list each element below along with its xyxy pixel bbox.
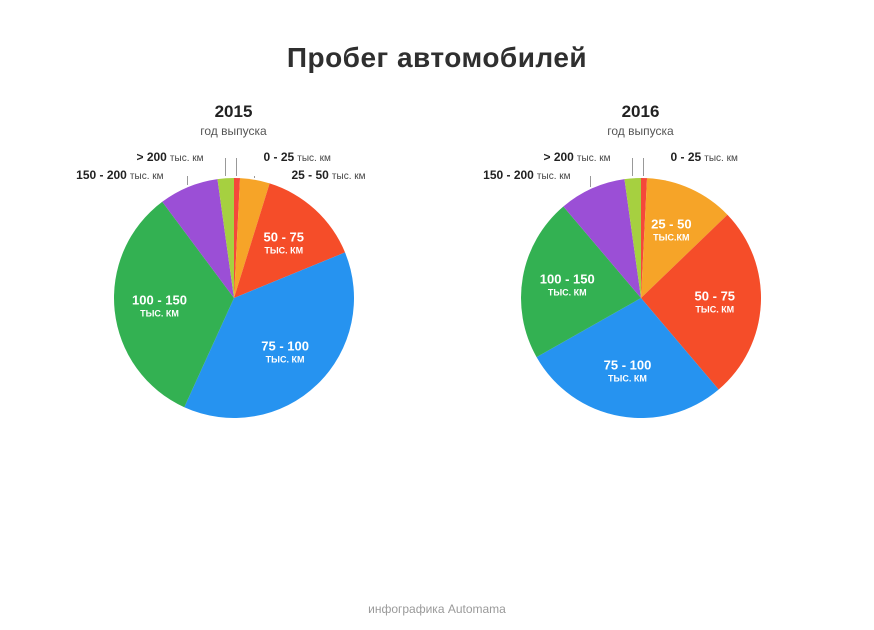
page-title: Пробег автомобилей <box>0 42 874 74</box>
chart-2016: 2016 год выпуска 0 - 25 тыс. км 25 - 50ТЫ… <box>441 102 841 498</box>
callout-line <box>632 158 633 176</box>
charts-row: 2015 год выпуска 0 - 25 тыс. км 25 - 50 т… <box>0 102 874 498</box>
chart-subtitle: год выпуска <box>200 124 266 138</box>
chart-subtitle: год выпуска <box>607 124 673 138</box>
callout-line <box>187 176 188 185</box>
slice-label-c75_100: 75 - 100ТЫС. КМ <box>261 339 309 364</box>
chart-2015: 2015 год выпуска 0 - 25 тыс. км 25 - 50 т… <box>34 102 434 498</box>
slice-label-c100_150: 100 - 150ТЫС. КМ <box>540 272 595 297</box>
slice-label-c25_50: 25 - 50ТЫС.КМ <box>651 218 691 243</box>
callout-c150_200: 150 - 200 тыс. км <box>76 168 163 182</box>
callout-c200p: > 200 тыс. км <box>543 150 610 164</box>
chart-year: 2016 <box>622 102 660 122</box>
callout-c25_50: 25 - 50 тыс. км <box>292 168 366 182</box>
callout-line <box>643 158 644 176</box>
callout-c0_25: 0 - 25 тыс. км <box>671 150 738 164</box>
footer-credit: инфографика Automama <box>0 602 874 616</box>
callout-line <box>590 176 591 187</box>
chart-year: 2015 <box>215 102 253 122</box>
pie-2016: 0 - 25 тыс. км 25 - 50ТЫС.КМ 50 - 75ТЫС. К… <box>451 138 831 498</box>
slice-label-c50_75: 50 - 75ТЫС. КМ <box>263 230 303 255</box>
slice-label-c100_150: 100 - 150ТЫС. КМ <box>132 293 187 318</box>
slice-label-c50_75: 50 - 75ТЫС. КМ <box>695 289 735 314</box>
callout-line <box>236 158 237 176</box>
callout-c0_25: 0 - 25 тыс. км <box>264 150 331 164</box>
callout-c150_200: 150 - 200 тыс. км <box>483 168 570 182</box>
callout-line <box>225 158 226 176</box>
callout-c200p: > 200 тыс. км <box>136 150 203 164</box>
pie-2015: 0 - 25 тыс. км 25 - 50 тыс. км 50 - 75ТЫС.… <box>44 138 424 498</box>
slice-label-c75_100: 75 - 100ТЫС. КМ <box>604 359 652 384</box>
callout-line <box>254 176 255 178</box>
